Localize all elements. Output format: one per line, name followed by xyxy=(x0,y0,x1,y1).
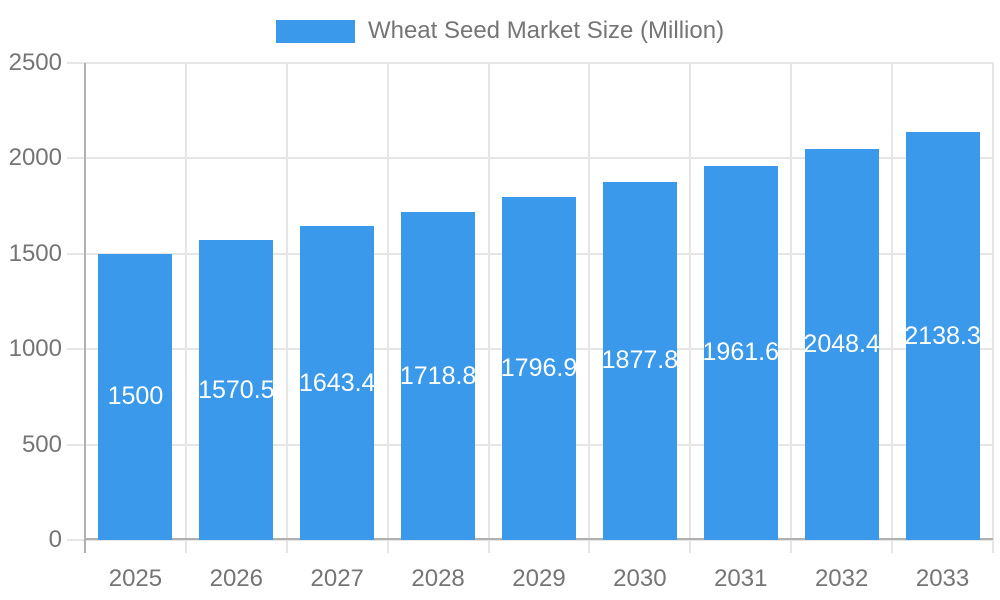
x-tick-label-2025: 2025 xyxy=(108,565,163,592)
x-tick-label-2029: 2029 xyxy=(512,565,566,592)
bar-2030[interactable]: 1877.8 xyxy=(601,181,679,540)
y-tick-label: 500 xyxy=(21,430,62,458)
bar-value-label: 1961.6 xyxy=(702,338,779,367)
x-gridline xyxy=(386,63,389,553)
y-gridline xyxy=(67,539,993,541)
x-tick-label-2030: 2030 xyxy=(613,565,667,592)
bar-value-label: 1877.8 xyxy=(601,346,679,375)
x-tick-label-2028: 2028 xyxy=(411,565,465,592)
bar-2033[interactable]: 2138.3 xyxy=(904,132,981,540)
y-tick-label: 1000 xyxy=(8,335,62,363)
x-gridline xyxy=(790,63,793,553)
y-tick-label: 0 xyxy=(48,526,62,553)
y-gridline xyxy=(67,62,993,64)
bar-2025[interactable]: 1500 xyxy=(98,253,173,540)
bar-2028[interactable]: 1718.8 xyxy=(399,212,477,540)
bar-value-label: 1570.5 xyxy=(198,375,275,404)
bar-2031[interactable]: 1961.6 xyxy=(702,165,779,540)
x-gridline xyxy=(184,63,187,553)
x-gridline xyxy=(891,63,894,553)
bar-2029[interactable]: 1796.9 xyxy=(500,197,578,540)
bar-2026[interactable]: 1570.5 xyxy=(198,240,275,540)
bar-value-label: 1796.9 xyxy=(500,354,578,383)
legend-swatch xyxy=(275,19,355,43)
x-gridline xyxy=(588,63,591,553)
y-gridline xyxy=(67,157,993,160)
x-gridline xyxy=(285,63,288,553)
y-tick-label: 1500 xyxy=(8,239,62,267)
bar-2027[interactable]: 1643.4 xyxy=(298,226,376,540)
bar-value-label: 1718.8 xyxy=(399,361,477,390)
x-tick-label-2032: 2032 xyxy=(814,565,869,592)
x-tick-label-2026: 2026 xyxy=(209,565,263,592)
y-tick-label: 2500 xyxy=(8,49,62,76)
bar-2032[interactable]: 2048.4 xyxy=(803,149,880,540)
bar-value-label: 2048.4 xyxy=(803,330,880,359)
y-axis-line xyxy=(84,63,86,553)
bar-value-label: 2138.3 xyxy=(904,321,981,350)
x-gridline xyxy=(487,63,490,553)
legend[interactable]: Wheat Seed Market Size (Million) xyxy=(0,17,1000,45)
x-tick-label-2031: 2031 xyxy=(714,565,768,592)
legend-label: Wheat Seed Market Size (Million) xyxy=(367,17,725,44)
bar-value-label: 1643.4 xyxy=(298,368,376,397)
x-tick-label-2033: 2033 xyxy=(915,565,970,592)
plot-area: 0 500 1000 1500 2000 2500 1500 2025 1570.5 2026 16… xyxy=(9,49,994,592)
x-tick-label-2027: 2027 xyxy=(310,565,364,592)
bar-value-label: 1500 xyxy=(107,382,164,411)
x-gridline xyxy=(689,63,692,553)
y-tick-label: 2000 xyxy=(8,144,62,172)
x-gridline xyxy=(992,63,994,553)
